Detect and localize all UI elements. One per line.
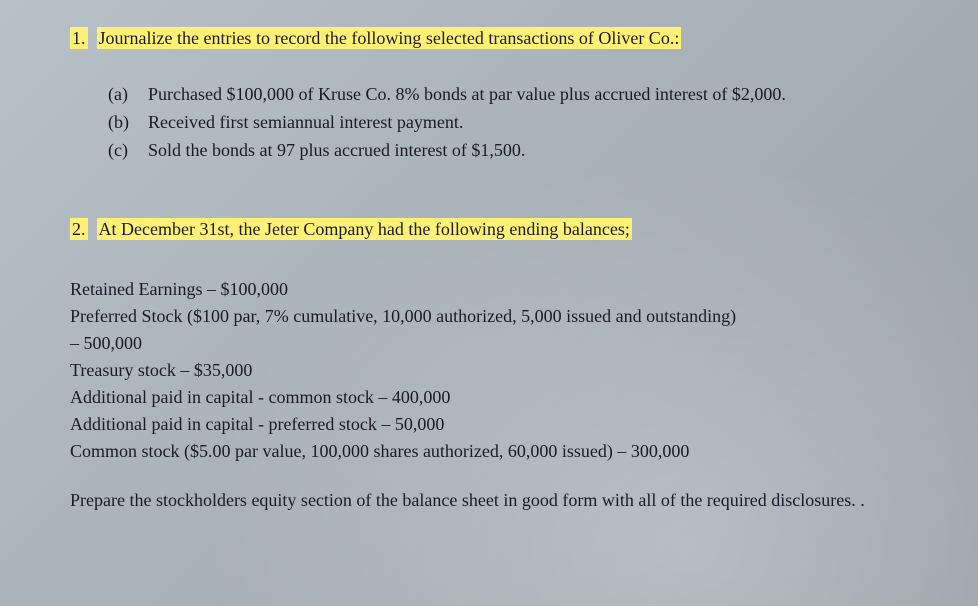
item-a: (a) Purchased $100,000 of Kruse Co. 8% b… <box>108 81 918 109</box>
balance-line: Retained Earnings – $100,000 <box>70 276 918 303</box>
question-2-instruction: Prepare the stockholders equity section … <box>70 487 918 513</box>
question-2-heading: 2. At December 31st, the Jeter Company h… <box>70 219 918 240</box>
item-letter: (b) <box>108 109 148 137</box>
question-1-text: Journalize the entries to record the fol… <box>97 27 682 49</box>
balance-line: Additional paid in capital - preferred s… <box>70 411 918 438</box>
balance-line: – 500,000 <box>70 330 918 357</box>
question-1-heading: 1. Journalize the entries to record the … <box>70 28 918 49</box>
item-text: Sold the bonds at 97 plus accrued intere… <box>148 137 525 165</box>
question-1-number: 1. <box>70 27 88 49</box>
question-2-number: 2. <box>70 218 88 240</box>
balance-line: Preferred Stock ($100 par, 7% cumulative… <box>70 303 918 330</box>
item-letter: (c) <box>108 137 148 165</box>
question-2-text: At December 31st, the Jeter Company had … <box>97 218 632 240</box>
question-1-items: (a) Purchased $100,000 of Kruse Co. 8% b… <box>108 81 918 165</box>
balance-line: Additional paid in capital - common stoc… <box>70 384 918 411</box>
balances-list: Retained Earnings – $100,000 Preferred S… <box>70 276 918 465</box>
item-letter: (a) <box>108 81 148 109</box>
item-b: (b) Received first semiannual interest p… <box>108 109 918 137</box>
item-text: Received first semiannual interest payme… <box>148 109 463 137</box>
balance-line: Treasury stock – $35,000 <box>70 357 918 384</box>
item-c: (c) Sold the bonds at 97 plus accrued in… <box>108 137 918 165</box>
balance-line: Common stock ($5.00 par value, 100,000 s… <box>70 438 918 465</box>
item-text: Purchased $100,000 of Kruse Co. 8% bonds… <box>148 81 786 109</box>
